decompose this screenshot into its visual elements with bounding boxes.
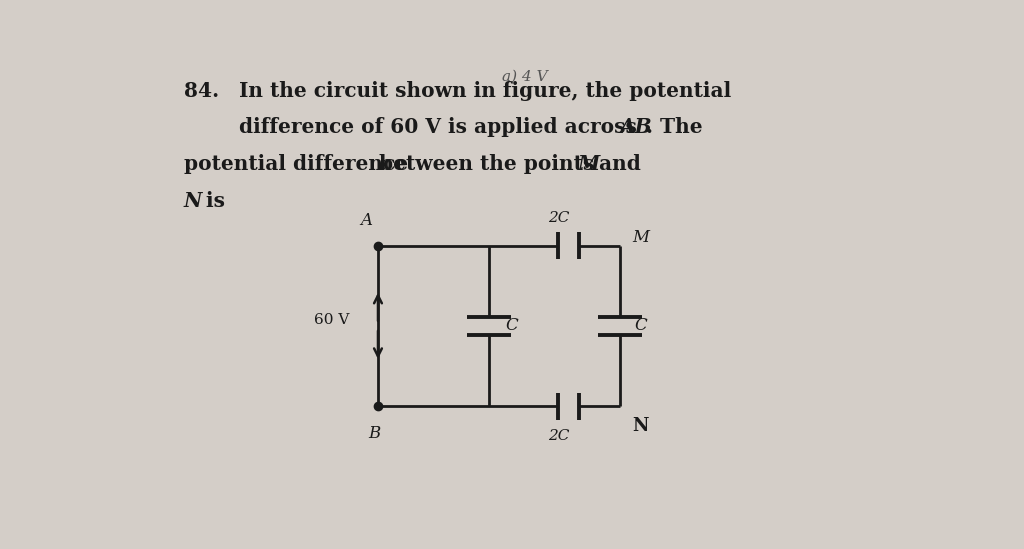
Text: and: and [592, 154, 641, 174]
Text: N: N [633, 417, 649, 435]
Text: difference of 60 V is applied across: difference of 60 V is applied across [240, 117, 644, 137]
Text: B: B [368, 425, 380, 442]
Text: C: C [505, 317, 518, 334]
Text: between the points: between the points [373, 154, 602, 174]
Text: M: M [578, 154, 599, 174]
Text: a) 4 V: a) 4 V [502, 70, 548, 84]
Text: In the circuit shown in figure, the potential: In the circuit shown in figure, the pote… [240, 81, 731, 100]
Text: potential difference: potential difference [183, 154, 408, 174]
Text: N: N [183, 191, 202, 211]
Text: A: A [360, 212, 372, 229]
Text: 84.: 84. [183, 81, 219, 100]
Text: is: is [200, 191, 225, 211]
Text: 60 V: 60 V [314, 312, 349, 327]
Text: C: C [634, 317, 647, 334]
Text: M: M [633, 229, 650, 247]
Text: AB: AB [620, 117, 652, 137]
Text: . The: . The [646, 117, 702, 137]
Text: 2C: 2C [548, 429, 569, 444]
Text: 2C: 2C [548, 211, 569, 225]
